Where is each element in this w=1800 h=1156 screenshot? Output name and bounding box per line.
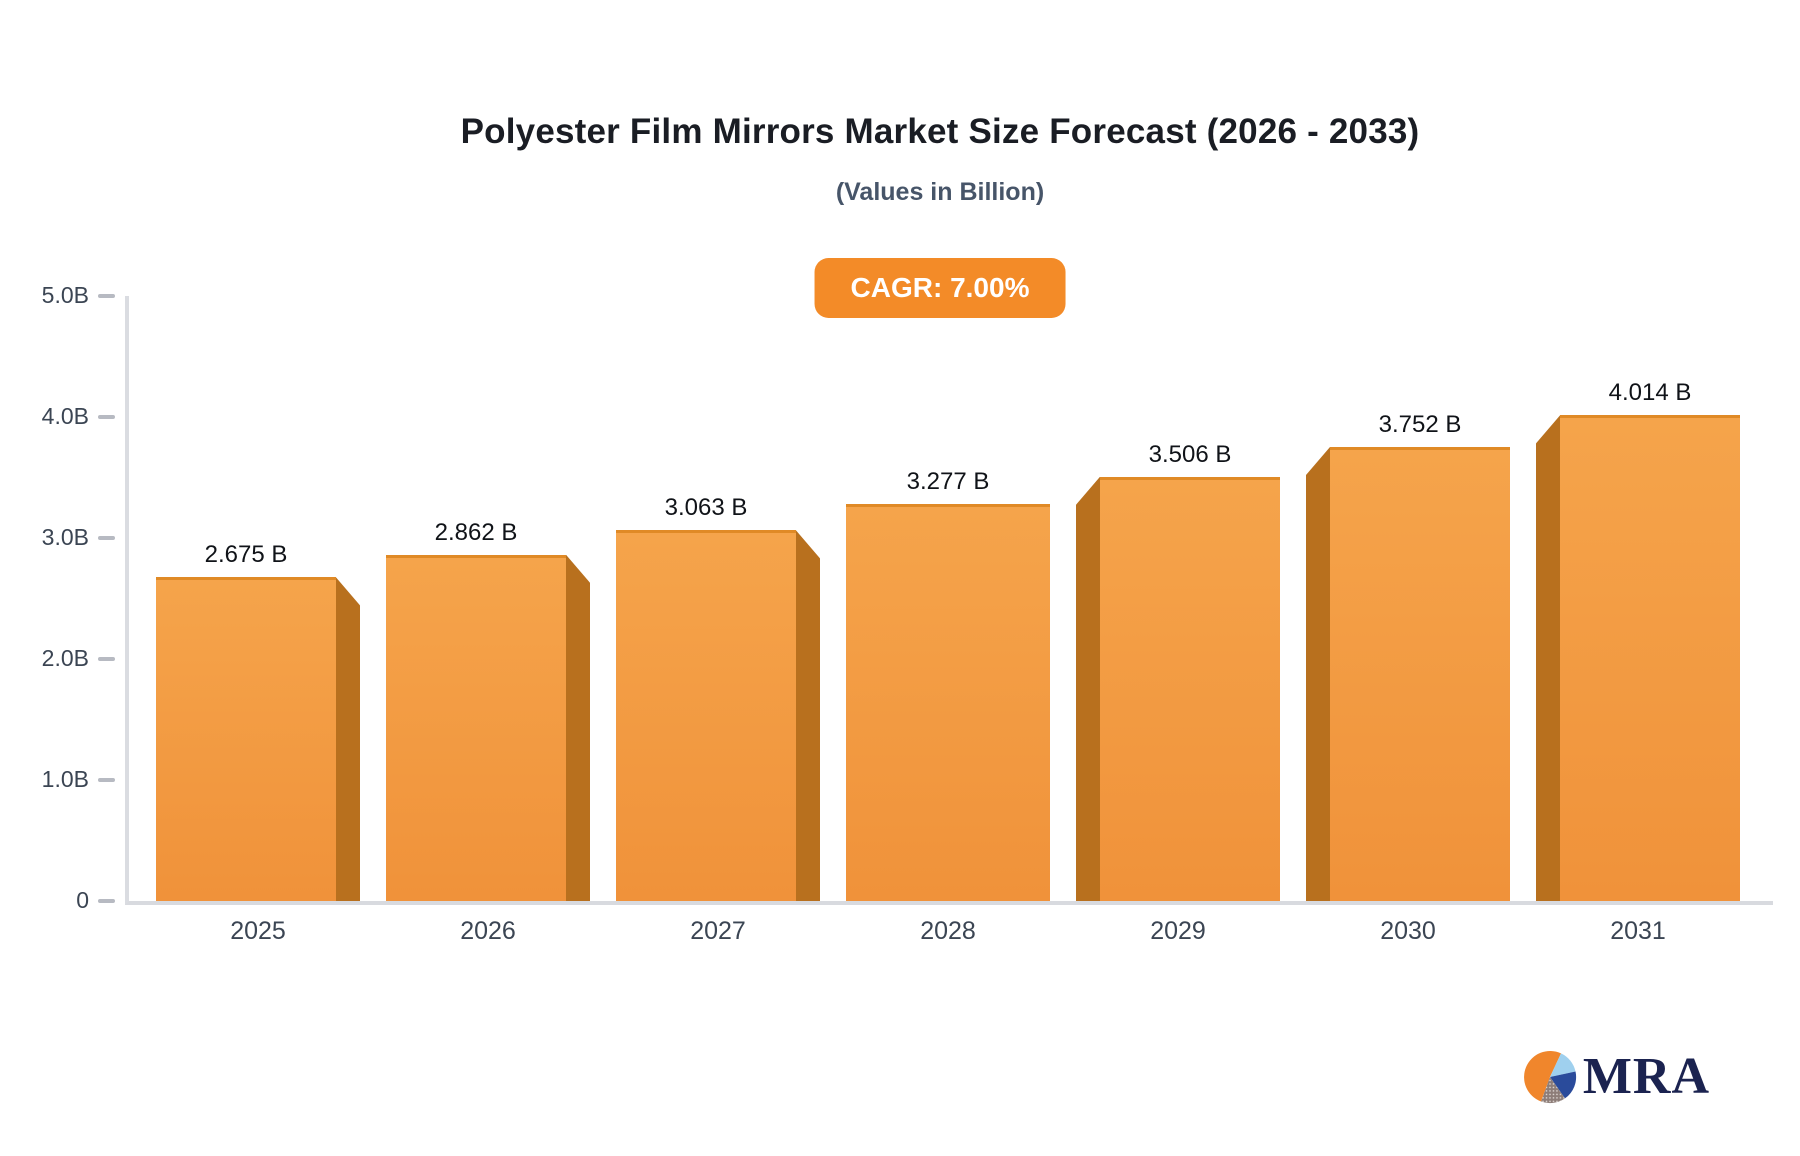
bar-value-label: 4.014 B — [1608, 379, 1692, 407]
bar-value-label: 3.752 B — [1378, 411, 1462, 439]
bar-face: 3.277 B — [846, 468, 1050, 901]
bar-face: 3.506 B — [1100, 441, 1280, 901]
y-axis-tick-mark — [98, 899, 115, 903]
bar-2026: 2.862 B — [386, 519, 590, 901]
y-axis-tick-label: 5.0B — [41, 282, 89, 308]
x-axis-labels: 2025 2026 2027 2028 2029 2030 2031 — [129, 917, 1773, 946]
y-axis-tick-mark — [98, 536, 115, 540]
bar-side-shadow — [1306, 447, 1330, 901]
y-axis: 5.0B 4.0B 3.0B 2.0B 1.0B 0 — [42, 282, 1773, 913]
bar-face: 3.063 B — [616, 494, 796, 901]
y-axis-tick-mark — [98, 657, 115, 661]
x-axis-label: 2030 — [1380, 917, 1436, 945]
cagr-badge: CAGR: 7.00% — [814, 258, 1066, 318]
y-axis-tick-label: 2.0B — [41, 645, 89, 671]
bar-side-shadow — [1536, 415, 1560, 901]
bar-value-label: 3.506 B — [1148, 440, 1232, 468]
chart-title: Polyester Film Mirrors Market Size Forec… — [460, 112, 1420, 151]
plot-area: 5.0B 4.0B 3.0B 2.0B 1.0B 0 2.675 B 2.862 B 3.06… — [42, 282, 1773, 945]
x-axis-label: 2027 — [690, 917, 746, 945]
bar-value-label: 3.277 B — [906, 468, 990, 496]
bar-face: 2.675 B — [156, 541, 336, 901]
logo-text: MRA — [1582, 1048, 1710, 1105]
bar-2027: 3.063 B — [616, 494, 820, 901]
bar-side-shadow — [796, 530, 820, 901]
y-axis-tick-mark — [98, 294, 115, 298]
pie-chart-icon — [1523, 1050, 1576, 1104]
x-axis-label: 2031 — [1610, 917, 1666, 945]
bar-2030: 3.752 B — [1306, 411, 1510, 901]
bar-face: 2.862 B — [386, 519, 566, 901]
chart-subtitle: (Values in Billion) — [835, 178, 1045, 206]
y-axis-tick-label: 0 — [76, 887, 89, 913]
bar-value-label: 2.675 B — [204, 541, 288, 569]
y-axis-tick-mark — [98, 415, 115, 419]
x-axis-label: 2028 — [920, 917, 976, 945]
y-axis-tick-label: 1.0B — [41, 766, 89, 792]
bar-value-label: 3.063 B — [664, 494, 748, 522]
bar-face: 4.014 B — [1560, 379, 1740, 901]
bar-side-shadow — [566, 554, 590, 901]
bar-side-shadow — [1076, 476, 1100, 901]
x-axis-label: 2029 — [1150, 917, 1206, 945]
y-axis-tick-label: 4.0B — [41, 403, 89, 429]
x-axis-label: 2025 — [230, 917, 286, 945]
bar-2029: 3.506 B — [1076, 441, 1280, 901]
x-axis-label: 2026 — [460, 917, 516, 945]
bar-2031: 4.014 B — [1536, 379, 1740, 901]
y-axis-tick-label: 3.0B — [41, 524, 89, 550]
y-axis-tick-mark — [98, 778, 115, 782]
bars: 2.675 B 2.862 B 3.063 B 3.277 B 3.506 B 3.752… — [129, 296, 1773, 901]
bar-2025: 2.675 B — [156, 541, 360, 901]
bar-side-shadow — [336, 577, 360, 901]
bar-2028: 3.277 B — [846, 468, 1050, 901]
bar-value-label: 2.862 B — [434, 518, 518, 546]
bar-face: 3.752 B — [1330, 411, 1510, 901]
mra-logo: MRA — [1521, 1048, 1710, 1106]
